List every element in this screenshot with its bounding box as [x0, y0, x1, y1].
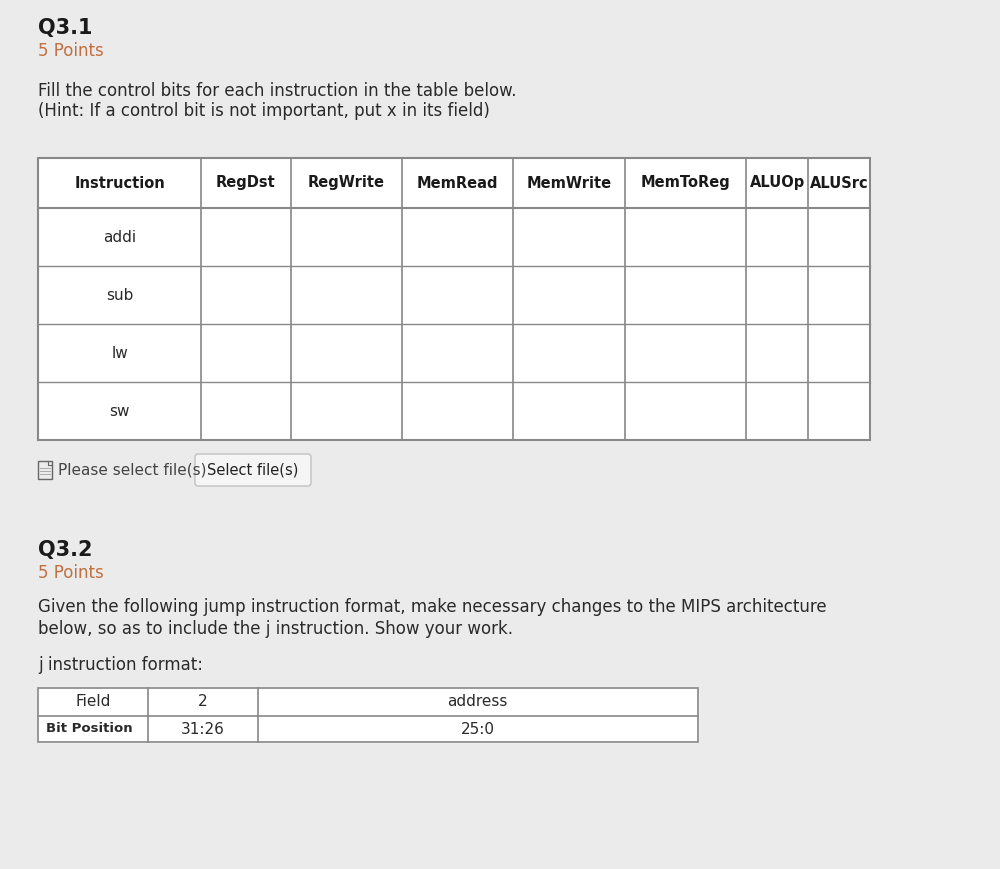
Text: sw: sw: [109, 403, 130, 419]
Text: Q3.2: Q3.2: [38, 540, 92, 560]
Text: 31:26: 31:26: [181, 721, 225, 737]
Bar: [38, 158, 870, 440]
Bar: [38, 688, 698, 742]
Text: ALUSrc: ALUSrc: [810, 176, 868, 190]
Text: addi: addi: [103, 229, 136, 244]
Text: MemWrite: MemWrite: [526, 176, 611, 190]
Text: Select file(s): Select file(s): [207, 462, 299, 477]
Text: RegWrite: RegWrite: [308, 176, 385, 190]
Text: lw: lw: [111, 346, 128, 361]
Text: 25:0: 25:0: [461, 721, 495, 737]
Text: Instruction: Instruction: [74, 176, 165, 190]
Bar: [38, 461, 52, 479]
Text: Bit Position: Bit Position: [46, 722, 133, 735]
FancyBboxPatch shape: [195, 454, 311, 486]
Text: (Hint: If a control bit is not important, put x in its field): (Hint: If a control bit is not important…: [38, 102, 490, 120]
Text: 2: 2: [198, 694, 207, 709]
Text: MemRead: MemRead: [417, 176, 498, 190]
Text: below, so as to include the j instruction. Show your work.: below, so as to include the j instructio…: [38, 620, 513, 638]
Bar: [38, 158, 870, 440]
Text: RegDst: RegDst: [216, 176, 276, 190]
Text: ALUOp: ALUOp: [750, 176, 805, 190]
Text: Please select file(s): Please select file(s): [58, 462, 207, 477]
Text: sub: sub: [106, 288, 133, 302]
Text: Field: Field: [75, 694, 111, 709]
Text: j instruction format:: j instruction format:: [38, 656, 203, 674]
Text: address: address: [448, 694, 508, 709]
Text: 5 Points: 5 Points: [38, 42, 104, 60]
Text: Fill the control bits for each instruction in the table below.: Fill the control bits for each instructi…: [38, 82, 516, 100]
Bar: [38, 688, 698, 742]
Text: Given the following jump instruction format, make necessary changes to the MIPS : Given the following jump instruction for…: [38, 598, 827, 616]
Text: Q3.1: Q3.1: [38, 18, 92, 38]
Text: 5 Points: 5 Points: [38, 564, 104, 582]
Text: MemToReg: MemToReg: [641, 176, 730, 190]
